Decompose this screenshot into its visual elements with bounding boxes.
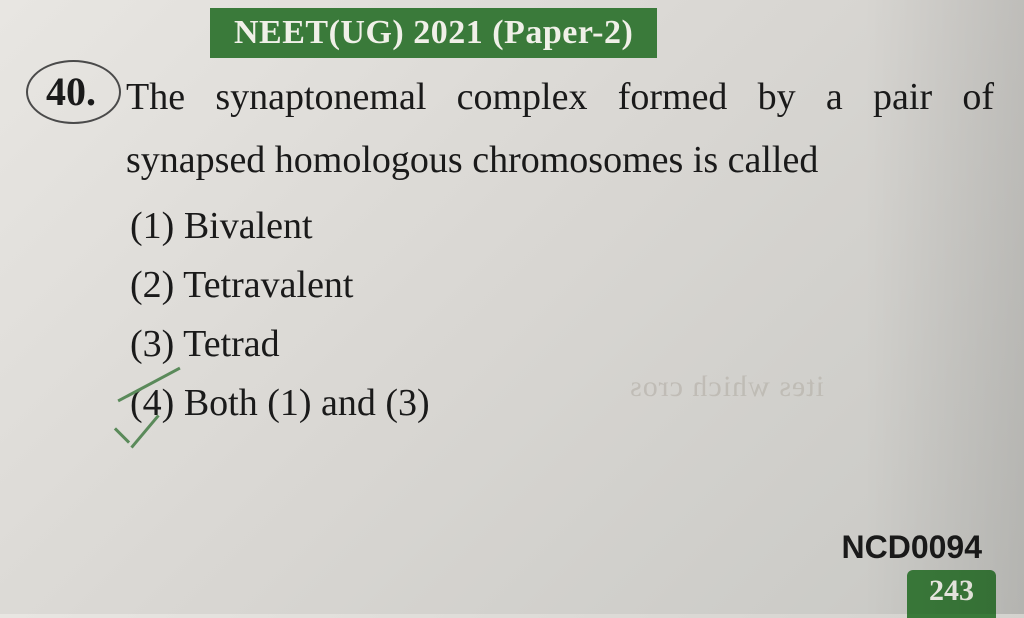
option-2-label: (2)	[130, 264, 174, 306]
option-2: (2) Tetravalent	[130, 256, 1024, 315]
pen-tick-mark	[102, 403, 162, 443]
exam-header: NEET(UG) 2021 (Paper-2)	[210, 8, 657, 58]
question-text: The synaptonemal complex formed by a pai…	[126, 66, 1024, 191]
option-3-label: (3)	[130, 323, 174, 365]
option-2-text: Tetravalent	[183, 264, 353, 306]
exam-page: NEET(UG) 2021 (Paper-2) 40. The synapton…	[0, 0, 1024, 614]
option-1: (1) Bivalent	[130, 197, 1024, 256]
exam-header-text: NEET(UG) 2021 (Paper-2)	[234, 14, 633, 51]
page-number: 243	[929, 574, 974, 607]
question-number-wrap: 40.	[16, 66, 126, 118]
question-row: 40. The synaptonemal complex formed by a…	[0, 66, 1024, 191]
option-4-text: Both (1) and (3)	[184, 382, 430, 424]
question-code: NCD0094	[841, 529, 982, 566]
page-number-box: 243	[907, 570, 996, 618]
option-1-text: Bivalent	[184, 205, 313, 247]
option-3-text: Tetrad	[183, 323, 280, 365]
options-list: (1) Bivalent (2) Tetravalent (3) Tetrad …	[130, 197, 1024, 433]
option-4: (4) Both (1) and (3)	[130, 374, 430, 433]
question-number-circle	[26, 60, 121, 124]
bleed-through-text: ites which cros	[629, 370, 824, 404]
option-3: (3) Tetrad	[130, 315, 1024, 374]
option-1-label: (1)	[130, 205, 174, 247]
